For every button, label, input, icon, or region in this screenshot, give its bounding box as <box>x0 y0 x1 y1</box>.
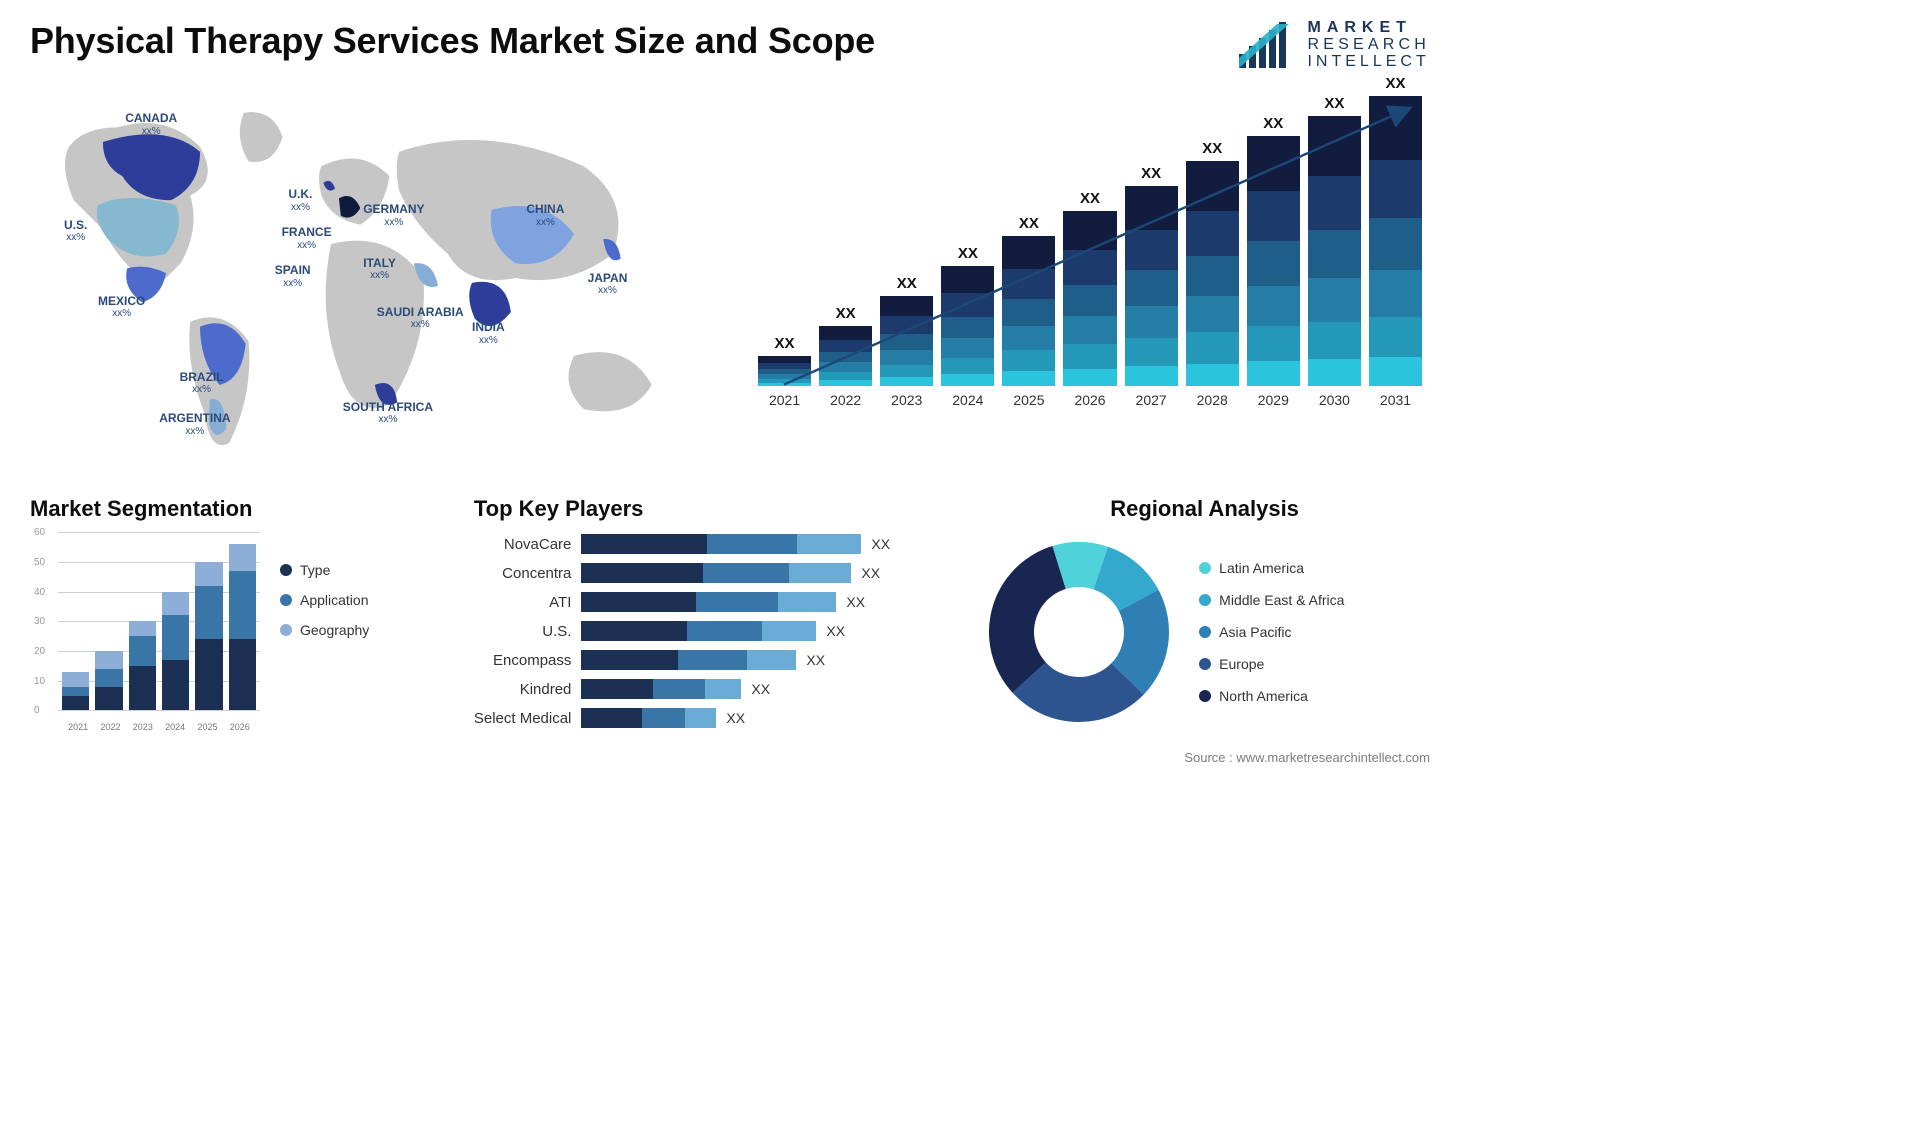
map-label-japan: JAPANxx% <box>588 271 628 297</box>
player-label: Kindred <box>520 679 572 699</box>
map-label-canada: CANADAxx% <box>125 111 177 137</box>
player-label: Encompass <box>493 650 571 670</box>
brand-logo: MARKET RESEARCH INTELLECT <box>1237 20 1430 70</box>
map-label-mexico: MEXICOxx% <box>98 294 145 320</box>
regional-legend-item: Middle East & Africa <box>1199 592 1344 608</box>
source-attribution: Source : www.marketresearchintellect.com <box>30 750 1430 765</box>
map-label-south-africa: SOUTH AFRICAxx% <box>343 400 433 426</box>
map-label-u-k-: U.K.xx% <box>288 187 312 213</box>
map-label-india: INDIAxx% <box>472 320 505 346</box>
seg-legend-geography: Geography <box>280 622 369 638</box>
player-label: U.S. <box>542 621 571 641</box>
player-bar: XX <box>581 534 945 554</box>
player-bar: XX <box>581 650 945 670</box>
regional-legend-item: Asia Pacific <box>1199 624 1344 640</box>
growth-bar-2022: XX2022 <box>819 305 872 408</box>
regional-title: Regional Analysis <box>979 496 1430 522</box>
map-label-italy: ITALYxx% <box>363 256 396 282</box>
map-label-germany: GERMANYxx% <box>363 202 424 228</box>
seg-bar-2024 <box>162 592 189 711</box>
logo-line-2: RESEARCH <box>1307 37 1430 54</box>
growth-bar-2026: XX2026 <box>1063 190 1116 408</box>
seg-bar-2025 <box>195 562 222 710</box>
growth-bar-2025: XX2025 <box>1002 215 1055 408</box>
seg-bar-2022 <box>95 651 122 710</box>
page-title: Physical Therapy Services Market Size an… <box>30 20 875 62</box>
growth-bar-2027: XX2027 <box>1125 165 1178 408</box>
player-bar: XX <box>581 621 945 641</box>
segmentation-panel: Market Segmentation 0102030405060 202120… <box>30 496 440 732</box>
growth-bar-2023: XX2023 <box>880 275 933 408</box>
player-bar: XX <box>581 708 945 728</box>
map-label-saudi-arabia: SAUDI ARABIAxx% <box>377 305 464 331</box>
logo-line-3: INTELLECT <box>1307 54 1430 71</box>
map-label-france: FRANCExx% <box>282 225 332 251</box>
growth-bar-2028: XX2028 <box>1186 140 1239 408</box>
player-label: ATI <box>549 592 571 612</box>
regional-panel: Regional Analysis Latin America Middle Ea… <box>979 496 1430 732</box>
seg-bar-2021 <box>62 672 89 711</box>
regional-donut <box>979 532 1179 732</box>
player-bar: XX <box>581 563 945 583</box>
growth-chart-panel: XX2021XX2022XX2023XX2024XX2025XX2026XX20… <box>750 88 1430 468</box>
map-label-argentina: ARGENTINAxx% <box>159 411 230 437</box>
map-label-china: CHINAxx% <box>526 202 564 228</box>
logo-line-1: MARKET <box>1307 20 1430 37</box>
map-label-u-s-: U.S.xx% <box>64 218 87 244</box>
player-bar: XX <box>581 592 945 612</box>
player-label: NovaCare <box>504 534 572 554</box>
world-map-panel: CANADAxx% U.S.xx% MEXICOxx% BRAZILxx% ARGENT… <box>30 88 710 468</box>
players-panel: Top Key Players NovaCare Concentra ATI U.S.… <box>474 496 945 732</box>
growth-bar-2031: XX2031 <box>1369 75 1422 408</box>
growth-bar-2021: XX2021 <box>758 335 811 408</box>
regional-legend-item: North America <box>1199 688 1344 704</box>
regional-legend-item: Latin America <box>1199 560 1344 576</box>
players-title: Top Key Players <box>474 496 945 522</box>
regional-legend-item: Europe <box>1199 656 1344 672</box>
seg-legend-application: Application <box>280 592 369 608</box>
player-label: Concentra <box>502 563 571 583</box>
player-label: Select Medical <box>474 708 572 728</box>
growth-bar-2029: XX2029 <box>1247 115 1300 408</box>
player-bar: XX <box>581 679 945 699</box>
seg-bar-2023 <box>129 621 156 710</box>
growth-bar-2030: XX2030 <box>1308 95 1361 408</box>
segmentation-title: Market Segmentation <box>30 496 440 522</box>
seg-bar-2026 <box>229 544 256 710</box>
map-label-brazil: BRAZILxx% <box>180 370 224 396</box>
growth-bar-2024: XX2024 <box>941 245 994 408</box>
map-label-spain: SPAINxx% <box>275 263 311 289</box>
seg-legend-type: Type <box>280 562 369 578</box>
